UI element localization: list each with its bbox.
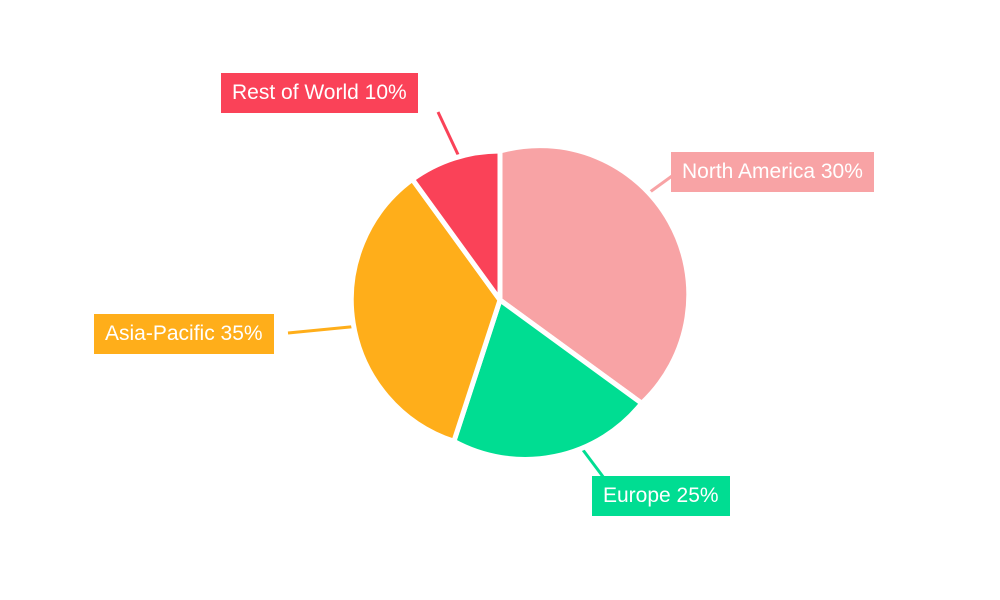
pie-label-rest-of-world: Rest of World 10% bbox=[221, 73, 418, 113]
pie-slice-europe[interactable] bbox=[451, 297, 645, 462]
pie-slice-asia-pacific[interactable] bbox=[348, 176, 503, 444]
pie-label-north-america: North America 30% bbox=[671, 152, 874, 192]
pie-slice-rest-of-world[interactable] bbox=[409, 148, 503, 303]
pie-label-europe: Europe 25% bbox=[592, 476, 730, 516]
pie-label-asia-pacific: Asia-Pacific 35% bbox=[94, 314, 274, 354]
pie-slice-north-america[interactable] bbox=[497, 143, 692, 406]
leader-line-asia-pacific bbox=[287, 324, 361, 335]
pie-slices bbox=[348, 143, 692, 462]
